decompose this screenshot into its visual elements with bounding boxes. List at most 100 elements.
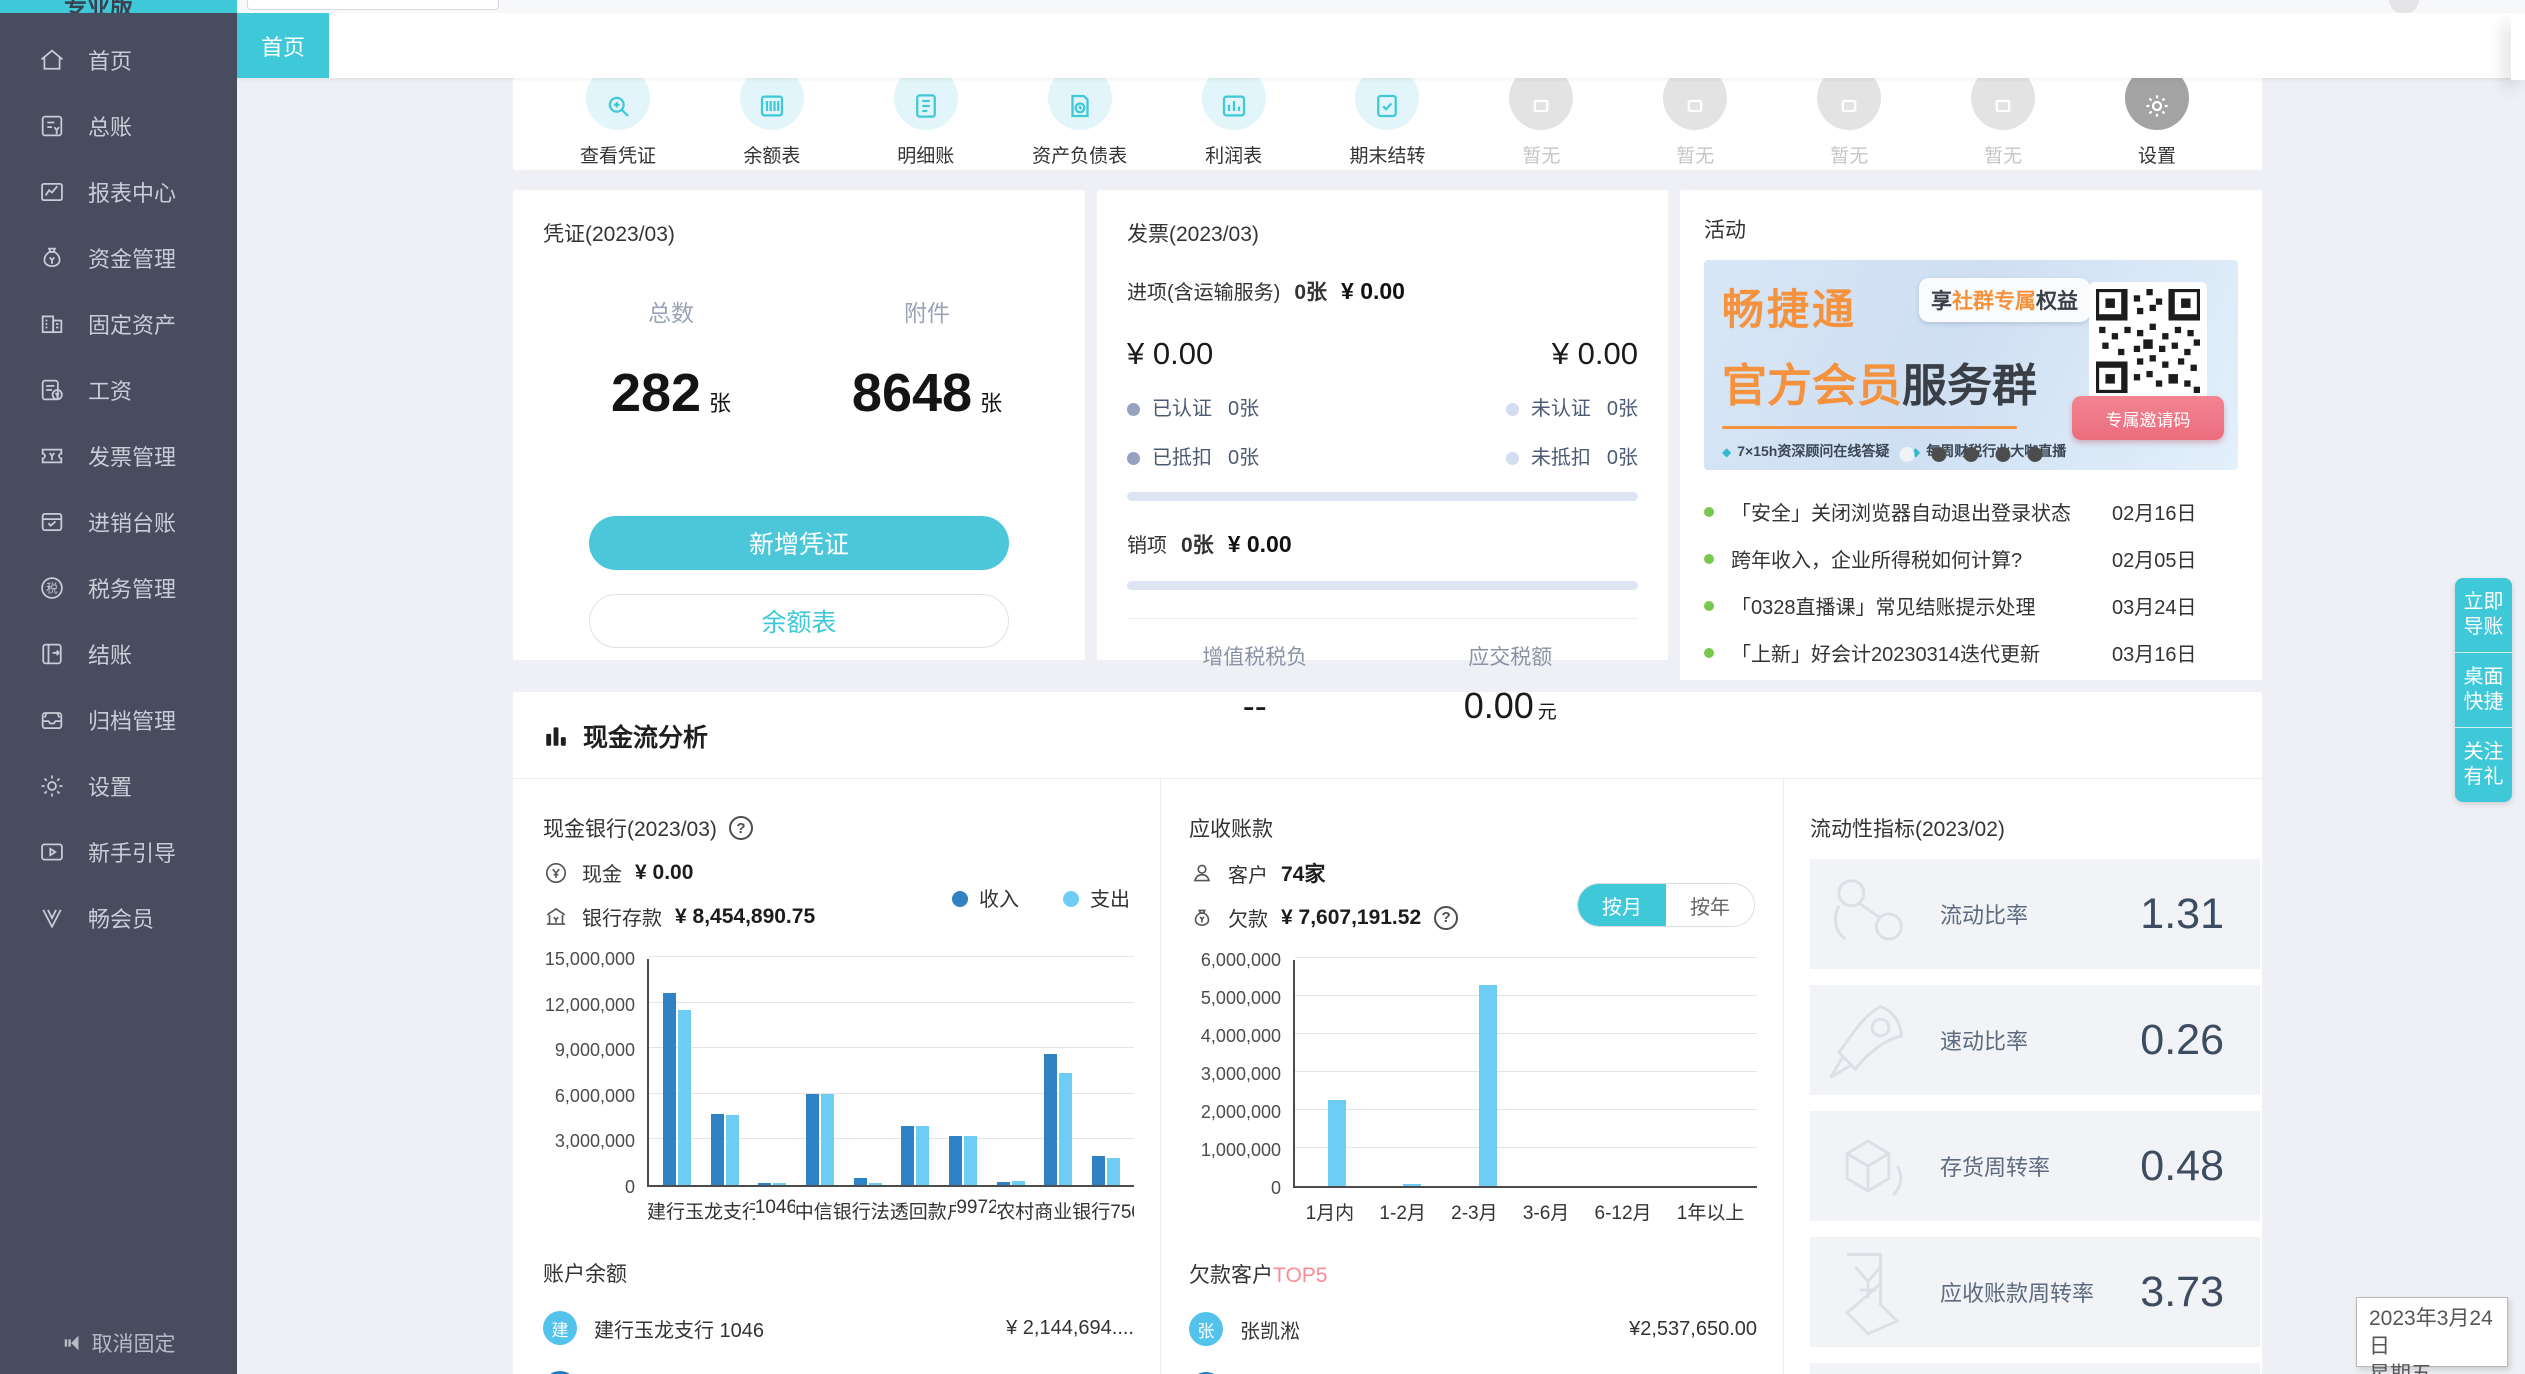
income-dot bbox=[952, 891, 968, 907]
toggle-by-year[interactable]: 按年 bbox=[1666, 884, 1754, 926]
toolbar-period-carryover[interactable]: 期末结转 bbox=[1316, 78, 1458, 168]
liquidity-row-asset-turnover[interactable]: 总资产周转率 0.30 bbox=[1810, 1363, 2260, 1374]
detail-ledger-icon bbox=[915, 94, 936, 118]
toolbar-item-label: 明细账 bbox=[897, 146, 955, 167]
debtor-row[interactable]: 白 白杨 ¥959,192.87 bbox=[1189, 1369, 1757, 1374]
toolbar-view-voucher[interactable]: 查看凭证 bbox=[547, 78, 689, 168]
bar-支出 bbox=[1059, 1073, 1073, 1185]
help-icon[interactable]: ? bbox=[728, 816, 753, 840]
activity-item[interactable]: 「上新」好会计20230314迭代更新 03月16日 bbox=[1704, 629, 2238, 676]
input-count: 0张 bbox=[1294, 281, 1328, 304]
activity-text: 「上新」好会计20230314迭代更新 bbox=[1731, 644, 2040, 666]
legend-expense[interactable]: 支出 bbox=[1063, 883, 1130, 912]
liquidity-row-receivable-turnover[interactable]: 应收账款周转率 3.73 bbox=[1810, 1237, 2260, 1347]
summary-cards-row: 凭证(2023/03) 总数 282 张 附件 8648 张 新增凭证 余额表 bbox=[513, 190, 2262, 726]
balance-table-button[interactable]: 余额表 bbox=[589, 594, 1009, 648]
import-accounts-button[interactable]: 立即 导账 bbox=[2455, 578, 2512, 653]
sidebar-item-purchase-sales[interactable]: 进销台账 bbox=[0, 489, 237, 555]
account-name: 建行玉龙支行 1046 bbox=[594, 1319, 765, 1342]
x-axis-tick: 农村商业银行750 bbox=[996, 1202, 1134, 1223]
legend-income[interactable]: 收入 bbox=[952, 883, 1019, 912]
help-icon[interactable]: ? bbox=[1434, 905, 1459, 930]
avatar[interactable] bbox=[2389, 0, 2419, 14]
toolbar-settings[interactable]: 设置 bbox=[2086, 78, 2228, 168]
qr-pattern bbox=[2092, 285, 2204, 397]
toggle-by-month[interactable]: 按月 bbox=[1578, 884, 1666, 926]
unchecked-amount: ¥ 0.00 bbox=[1551, 336, 1638, 371]
liquidity-row-current-ratio[interactable]: 流动比率 1.31 bbox=[1810, 859, 2260, 969]
carousel-dot[interactable] bbox=[1899, 447, 1915, 462]
bar-支出 bbox=[820, 1094, 834, 1185]
carousel-dot[interactable] bbox=[2027, 447, 2043, 462]
invoice-columns: ¥ 0.00 已认证 0张 已抵扣 0张 ¥ 0.00 未认证 0张 未抵扣 0张 bbox=[1127, 336, 1638, 470]
stat-label: 附件 bbox=[904, 300, 950, 326]
bar-group bbox=[710, 1114, 739, 1185]
balance-table-icon bbox=[760, 95, 783, 117]
certified-row: 已认证 0张 bbox=[1127, 392, 1367, 421]
carousel-dot[interactable] bbox=[1931, 447, 1947, 462]
sidebar-item-invoice-mgmt[interactable]: 发票管理 bbox=[0, 423, 237, 489]
toolbar-detail-ledger[interactable]: 明细账 bbox=[855, 78, 997, 168]
sidebar-item-tax-mgmt[interactable]: 税 税务管理 bbox=[0, 555, 237, 621]
top5-debtors-list: 欠款客户TOP5 张 张凯淞 ¥2,537,650.00 白 白杨 ¥959,1… bbox=[1189, 1259, 1757, 1374]
unpin-sidebar-button[interactable]: 取消固定 bbox=[0, 1328, 237, 1358]
promo-banner[interactable]: 畅捷通 享社群专属权益 官方会员服务群 7×15h资深顾问在线答疑 每周财税行业… bbox=[1704, 260, 2238, 470]
voucher-attachment-stat: 附件 8648 张 bbox=[799, 294, 1055, 424]
yuan-arrow-ghost-icon bbox=[1818, 1242, 1918, 1342]
account-row[interactable]: 建 建行玉龙支行 1046 ¥ 2,144,694.... bbox=[543, 1308, 1134, 1348]
money-bag-icon bbox=[43, 247, 61, 268]
ledger-icon bbox=[41, 115, 63, 137]
follow-gift-button[interactable]: 关注 有礼 bbox=[2463, 741, 2504, 788]
sidebar-item-payroll[interactable]: 工资 bbox=[0, 357, 237, 423]
liquidity-row-inventory-turnover[interactable]: 存货周转率 0.48 bbox=[1810, 1111, 2260, 1221]
search-voucher-icon bbox=[608, 96, 629, 117]
stat-value: 8648 张 bbox=[851, 363, 1003, 423]
bar-group bbox=[853, 1178, 882, 1185]
toolbar-balance-table[interactable]: 余额表 bbox=[701, 78, 843, 168]
sidebar-item-home[interactable]: 首页 bbox=[0, 27, 237, 93]
sidebar-item-closing[interactable]: 结账 bbox=[0, 621, 237, 687]
toolbar-item-label: 暂无 bbox=[1522, 146, 1561, 167]
toolbar-item-label: 暂无 bbox=[1984, 146, 2023, 167]
content-area: 查看凭证 余额表 明细账 资产负债表 利润表 bbox=[513, 78, 2262, 1374]
y-axis-tick: 5,000,000 bbox=[1200, 988, 1281, 1008]
tab-home[interactable]: 首页 bbox=[237, 13, 329, 78]
tooltip-date: 2023年3月24日 bbox=[2369, 1307, 2493, 1358]
sidebar-item-general-ledger[interactable]: 总账 bbox=[0, 93, 237, 159]
voucher-stats: 总数 282 张 附件 8648 张 bbox=[543, 294, 1055, 424]
toolbar-profit-statement[interactable]: 利润表 bbox=[1163, 78, 1305, 168]
sidebar-item-funds[interactable]: 资金管理 bbox=[0, 225, 237, 291]
sidebar-item-membership[interactable]: 畅会员 bbox=[0, 885, 237, 951]
x-axis-tick: 1046 bbox=[754, 1197, 795, 1218]
activity-item[interactable]: 跨年收入，企业所得税如何计算? 02月05日 bbox=[1704, 535, 2238, 582]
liquidity-row-quick-ratio[interactable]: 速动比率 0.26 bbox=[1810, 985, 2260, 1095]
carousel-dot[interactable] bbox=[1995, 447, 2011, 462]
vip-v-icon bbox=[42, 909, 62, 929]
search-input[interactable] bbox=[247, 0, 499, 10]
toolbar-balance-sheet[interactable]: 资产负债表 bbox=[1009, 78, 1151, 168]
bullet-icon bbox=[1704, 600, 1714, 611]
receivables-title: 应收账款 bbox=[1189, 818, 1273, 841]
sidebar-item-archive[interactable]: 归档管理 bbox=[0, 687, 237, 753]
checked-amount: ¥ 0.00 bbox=[1127, 336, 1214, 371]
bar-支出 bbox=[868, 1183, 882, 1185]
liquidity-panel: 流动性指标(2023/02) 流动比率 1.31 速动比率 0.26 bbox=[1784, 779, 2262, 1374]
toolbar-empty-slot-3: 暂无 bbox=[1778, 78, 1920, 168]
debtor-row[interactable]: 张 张凯淞 ¥2,537,650.00 bbox=[1189, 1309, 1757, 1349]
activity-item[interactable]: 「0328直播课」常见结账提示处理 03月24日 bbox=[1704, 582, 2238, 629]
add-voucher-button[interactable]: 新增凭证 bbox=[589, 516, 1009, 570]
bar-group bbox=[1403, 1184, 1422, 1186]
activity-item[interactable]: 「安全」关闭浏览器自动退出登录状态 02月16日 bbox=[1704, 488, 2238, 535]
sidebar-item-settings[interactable]: 设置 bbox=[0, 753, 237, 819]
sidebar-item-fixed-assets[interactable]: 固定资产 bbox=[0, 291, 237, 357]
cash-row: 现金 ¥ 0.00 bbox=[543, 858, 1134, 887]
date-tooltip: 2023年3月24日 星期五 bbox=[2356, 1297, 2508, 1374]
carousel-dot[interactable] bbox=[1963, 447, 1979, 462]
sidebar-item-report-center[interactable]: 报表中心 bbox=[0, 159, 237, 225]
banner-brand: 畅捷通 bbox=[1722, 286, 1858, 333]
desktop-shortcut-button[interactable]: 桌面 快捷 bbox=[2455, 653, 2512, 728]
account-row[interactable]: 工 工商银行和美支行 0448 ¥ 1,313,371.... bbox=[543, 1368, 1134, 1374]
y-axis-tick: 9,000,000 bbox=[554, 1040, 635, 1061]
sidebar-item-onboarding[interactable]: 新手引导 bbox=[0, 819, 237, 885]
building-icon bbox=[41, 315, 63, 334]
